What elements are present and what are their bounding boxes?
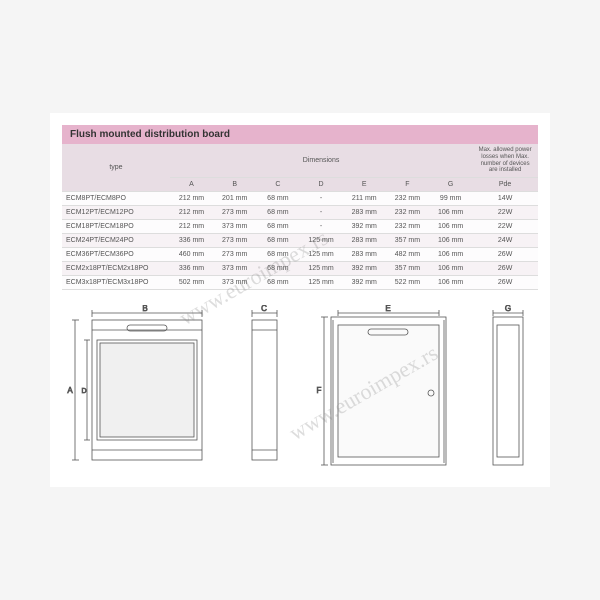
cell-g: 99 mm: [429, 191, 472, 205]
spec-table: type Dimensions Max. allowed power losse…: [62, 144, 538, 289]
table-row: ECM36PT/ECM36PO460 mm273 mm68 mm125 mm28…: [62, 247, 538, 261]
table-row: ECM8PT/ECM8PO212 mm201 mm68 mm-211 mm232…: [62, 191, 538, 205]
col-g: G: [429, 177, 472, 191]
header-dimensions: Dimensions: [170, 144, 472, 177]
svg-text:B: B: [142, 305, 147, 313]
header-pde-note: Max. allowed power losses when Max. numb…: [472, 144, 538, 177]
cell-pde: 26W: [472, 275, 538, 289]
cell-f: 522 mm: [386, 275, 429, 289]
cell-type: ECM2x18PT/ECM2x18PO: [62, 261, 170, 275]
svg-text:E: E: [385, 305, 390, 313]
cell-g: 106 mm: [429, 247, 472, 261]
cell-type: ECM12PT/ECM12PO: [62, 205, 170, 219]
cell-b: 373 mm: [213, 219, 256, 233]
cell-type: ECM36PT/ECM36PO: [62, 247, 170, 261]
cell-b: 273 mm: [213, 233, 256, 247]
cell-c: 68 mm: [256, 261, 299, 275]
cell-b: 201 mm: [213, 191, 256, 205]
table-body: ECM8PT/ECM8PO212 mm201 mm68 mm-211 mm232…: [62, 191, 538, 289]
cell-d: -: [299, 219, 342, 233]
table-row: ECM18PT/ECM18PO212 mm373 mm68 mm-392 mm2…: [62, 219, 538, 233]
cell-f: 232 mm: [386, 205, 429, 219]
cell-f: 232 mm: [386, 219, 429, 233]
cell-b: 273 mm: [213, 247, 256, 261]
cell-d: 125 mm: [299, 247, 342, 261]
cell-d: 125 mm: [299, 275, 342, 289]
cell-e: 283 mm: [343, 247, 386, 261]
cell-f: 357 mm: [386, 233, 429, 247]
side-door-diagram: G: [483, 305, 538, 475]
col-pde: Pde: [472, 177, 538, 191]
cell-type: ECM3x18PT/ECM3x18PO: [62, 275, 170, 289]
cell-d: 125 mm: [299, 261, 342, 275]
cell-c: 68 mm: [256, 191, 299, 205]
table-title: Flush mounted distribution board: [62, 125, 538, 144]
document-container: Flush mounted distribution board type Di…: [50, 113, 550, 486]
cell-pde: 22W: [472, 219, 538, 233]
cell-d: -: [299, 191, 342, 205]
svg-text:A: A: [67, 386, 73, 395]
svg-text:C: C: [261, 305, 267, 313]
cell-e: 283 mm: [343, 233, 386, 247]
col-e: E: [343, 177, 386, 191]
cell-e: 211 mm: [343, 191, 386, 205]
cell-c: 68 mm: [256, 275, 299, 289]
cell-a: 212 mm: [170, 205, 213, 219]
cell-d: 125 mm: [299, 233, 342, 247]
cell-b: 373 mm: [213, 275, 256, 289]
cell-d: -: [299, 205, 342, 219]
cell-e: 392 mm: [343, 275, 386, 289]
cell-b: 273 mm: [213, 205, 256, 219]
cell-a: 212 mm: [170, 219, 213, 233]
front-view-diagram: B A D: [62, 305, 222, 475]
cell-a: 336 mm: [170, 261, 213, 275]
cell-pde: 26W: [472, 247, 538, 261]
cell-type: ECM24PT/ECM24PO: [62, 233, 170, 247]
cell-a: 460 mm: [170, 247, 213, 261]
cell-e: 283 mm: [343, 205, 386, 219]
cell-e: 392 mm: [343, 219, 386, 233]
col-d: D: [299, 177, 342, 191]
svg-text:F: F: [316, 386, 321, 395]
front-door-diagram: E F: [313, 305, 463, 475]
cell-c: 68 mm: [256, 233, 299, 247]
diagrams-row: B A D: [62, 305, 538, 475]
cell-c: 68 mm: [256, 247, 299, 261]
cell-b: 373 mm: [213, 261, 256, 275]
side-view-diagram: C: [242, 305, 292, 475]
table-row: ECM2x18PT/ECM2x18PO336 mm373 mm68 mm125 …: [62, 261, 538, 275]
cell-f: 232 mm: [386, 191, 429, 205]
svg-text:D: D: [82, 388, 87, 395]
table-row: ECM12PT/ECM12PO212 mm273 mm68 mm-283 mm2…: [62, 205, 538, 219]
cell-c: 68 mm: [256, 219, 299, 233]
cell-pde: 26W: [472, 261, 538, 275]
col-a: A: [170, 177, 213, 191]
svg-text:G: G: [505, 305, 511, 313]
cell-type: ECM8PT/ECM8PO: [62, 191, 170, 205]
cell-g: 106 mm: [429, 205, 472, 219]
col-f: F: [386, 177, 429, 191]
col-b: B: [213, 177, 256, 191]
cell-f: 482 mm: [386, 247, 429, 261]
cell-a: 336 mm: [170, 233, 213, 247]
cell-pde: 14W: [472, 191, 538, 205]
cell-c: 68 mm: [256, 205, 299, 219]
table-row: ECM24PT/ECM24PO336 mm273 mm68 mm125 mm28…: [62, 233, 538, 247]
table-row: ECM3x18PT/ECM3x18PO502 mm373 mm68 mm125 …: [62, 275, 538, 289]
cell-e: 392 mm: [343, 261, 386, 275]
cell-type: ECM18PT/ECM18PO: [62, 219, 170, 233]
cell-f: 357 mm: [386, 261, 429, 275]
cell-a: 212 mm: [170, 191, 213, 205]
cell-g: 106 mm: [429, 261, 472, 275]
cell-a: 502 mm: [170, 275, 213, 289]
cell-pde: 22W: [472, 205, 538, 219]
header-type: type: [62, 144, 170, 191]
cell-g: 106 mm: [429, 233, 472, 247]
cell-pde: 24W: [472, 233, 538, 247]
cell-g: 106 mm: [429, 275, 472, 289]
cell-g: 106 mm: [429, 219, 472, 233]
col-c: C: [256, 177, 299, 191]
